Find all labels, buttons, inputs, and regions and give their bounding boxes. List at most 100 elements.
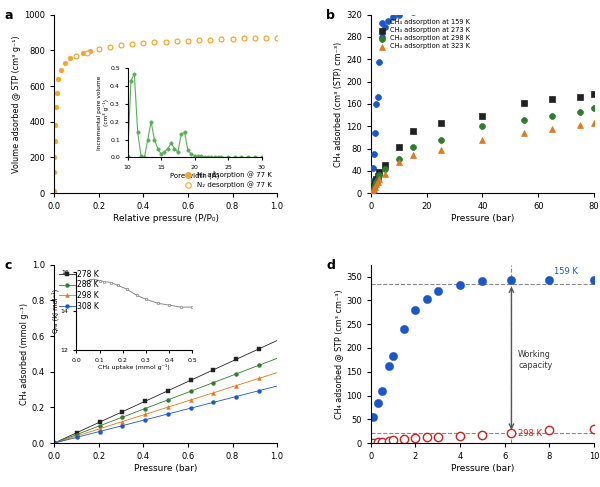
CH₄ adsorption at 159 K xyxy=(377,33,387,41)
CH₄ adsorption at 159 K xyxy=(394,11,404,19)
308 K xyxy=(182,407,190,412)
308 K xyxy=(173,409,181,414)
278 K xyxy=(59,436,67,442)
308 K xyxy=(59,438,67,444)
278 K xyxy=(256,346,263,352)
CH₄ adsorption at 273 K xyxy=(370,179,380,187)
288 K xyxy=(260,360,267,366)
308 K xyxy=(219,397,226,403)
CH₄ adsorption at 159 K xyxy=(371,100,381,108)
Text: d: d xyxy=(326,259,335,272)
308 K xyxy=(223,396,230,402)
288 K xyxy=(119,414,126,420)
278 K xyxy=(119,409,126,414)
288 K xyxy=(182,390,190,396)
288 K xyxy=(237,369,244,375)
Line: 288 K: 288 K xyxy=(52,356,279,445)
278 K xyxy=(50,440,58,446)
288 K xyxy=(191,387,199,393)
278 K xyxy=(269,339,276,345)
CH₄ adsorption at 298 K xyxy=(368,186,378,194)
308 K xyxy=(114,424,121,430)
CH₄ adsorption at 273 K xyxy=(589,90,599,98)
CH₄ adsorption at 159 K xyxy=(368,164,378,172)
CH₄ adsorption at 298 K xyxy=(374,171,384,179)
288 K xyxy=(265,359,272,365)
CH₄ adsorption at 298 K xyxy=(380,165,389,173)
298 K xyxy=(78,431,85,437)
278 K xyxy=(155,392,163,398)
Legend: CH₄ adsorption at 159 K, CH₄ adsorption at 273 K, CH₄ adsorption at 298 K, CH₄ a: CH₄ adsorption at 159 K, CH₄ adsorption … xyxy=(374,18,472,51)
298 K xyxy=(265,373,272,378)
288 K xyxy=(87,427,94,432)
Text: Working
capacity: Working capacity xyxy=(518,350,553,370)
278 K xyxy=(68,432,76,438)
CH₄ adsorption at 323 K xyxy=(371,180,381,188)
278 K xyxy=(242,352,249,358)
298 K xyxy=(55,439,62,445)
308 K xyxy=(233,393,240,399)
CH₄ adsorption at 323 K xyxy=(374,175,384,183)
288 K xyxy=(269,357,276,363)
308 K xyxy=(205,401,212,407)
288 K xyxy=(151,402,158,408)
278 K xyxy=(133,403,140,409)
308 K xyxy=(265,385,272,391)
308 K xyxy=(55,439,62,445)
308 K xyxy=(100,428,107,433)
298 K xyxy=(260,374,267,380)
CH₄ adsorption at 273 K xyxy=(371,175,381,183)
CH₄ adsorption at 159 K xyxy=(478,5,487,13)
278 K xyxy=(187,377,194,383)
298 K xyxy=(228,384,235,390)
CH₄ adsorption at 298 K xyxy=(589,105,599,112)
278 K xyxy=(110,413,117,419)
288 K xyxy=(164,397,172,403)
CH₄ adsorption at 159 K xyxy=(369,150,379,158)
CH₄ adsorption at 298 K xyxy=(371,178,381,186)
CH₄ adsorption at 159 K xyxy=(370,129,380,137)
288 K xyxy=(274,356,281,361)
308 K xyxy=(237,393,244,398)
CH₄ adsorption at 273 K xyxy=(374,168,384,176)
CH₄ adsorption at 159 K xyxy=(367,187,376,195)
CH₄ adsorption at 159 K xyxy=(383,18,392,25)
298 K xyxy=(182,398,190,404)
CH₄ adsorption at 298 K xyxy=(394,155,404,163)
278 K xyxy=(146,396,153,402)
288 K xyxy=(169,395,176,401)
308 K xyxy=(214,398,221,404)
278 K xyxy=(100,417,107,423)
298 K xyxy=(191,395,199,401)
278 K xyxy=(274,337,281,343)
298 K xyxy=(146,410,153,416)
308 K xyxy=(251,389,258,395)
308 K xyxy=(105,426,112,432)
298 K xyxy=(128,416,135,422)
288 K xyxy=(55,438,62,444)
298 K xyxy=(151,409,158,414)
298 K xyxy=(142,412,149,417)
288 K xyxy=(91,425,98,431)
288 K xyxy=(68,433,76,439)
288 K xyxy=(110,418,117,424)
288 K xyxy=(73,431,80,437)
Y-axis label: Volume adsorbed @ STP (cm³ g⁻¹): Volume adsorbed @ STP (cm³ g⁻¹) xyxy=(12,35,21,173)
278 K xyxy=(164,388,172,393)
CH₄ adsorption at 323 K xyxy=(369,186,379,193)
CH₄ adsorption at 298 K xyxy=(369,184,379,192)
278 K xyxy=(87,424,94,430)
X-axis label: Pressure (bar): Pressure (bar) xyxy=(134,464,197,473)
288 K xyxy=(242,368,249,374)
278 K xyxy=(182,379,190,385)
298 K xyxy=(223,386,230,392)
308 K xyxy=(128,420,135,426)
308 K xyxy=(164,411,172,417)
288 K xyxy=(137,407,144,413)
Y-axis label: CH₄ adsorbed @ STP (cm³ cm⁻³): CH₄ adsorbed @ STP (cm³ cm⁻³) xyxy=(334,289,343,419)
298 K xyxy=(205,392,212,397)
298 K xyxy=(91,427,98,433)
CH₄ adsorption at 273 K xyxy=(368,185,378,193)
278 K xyxy=(78,428,85,433)
298 K xyxy=(200,393,208,398)
